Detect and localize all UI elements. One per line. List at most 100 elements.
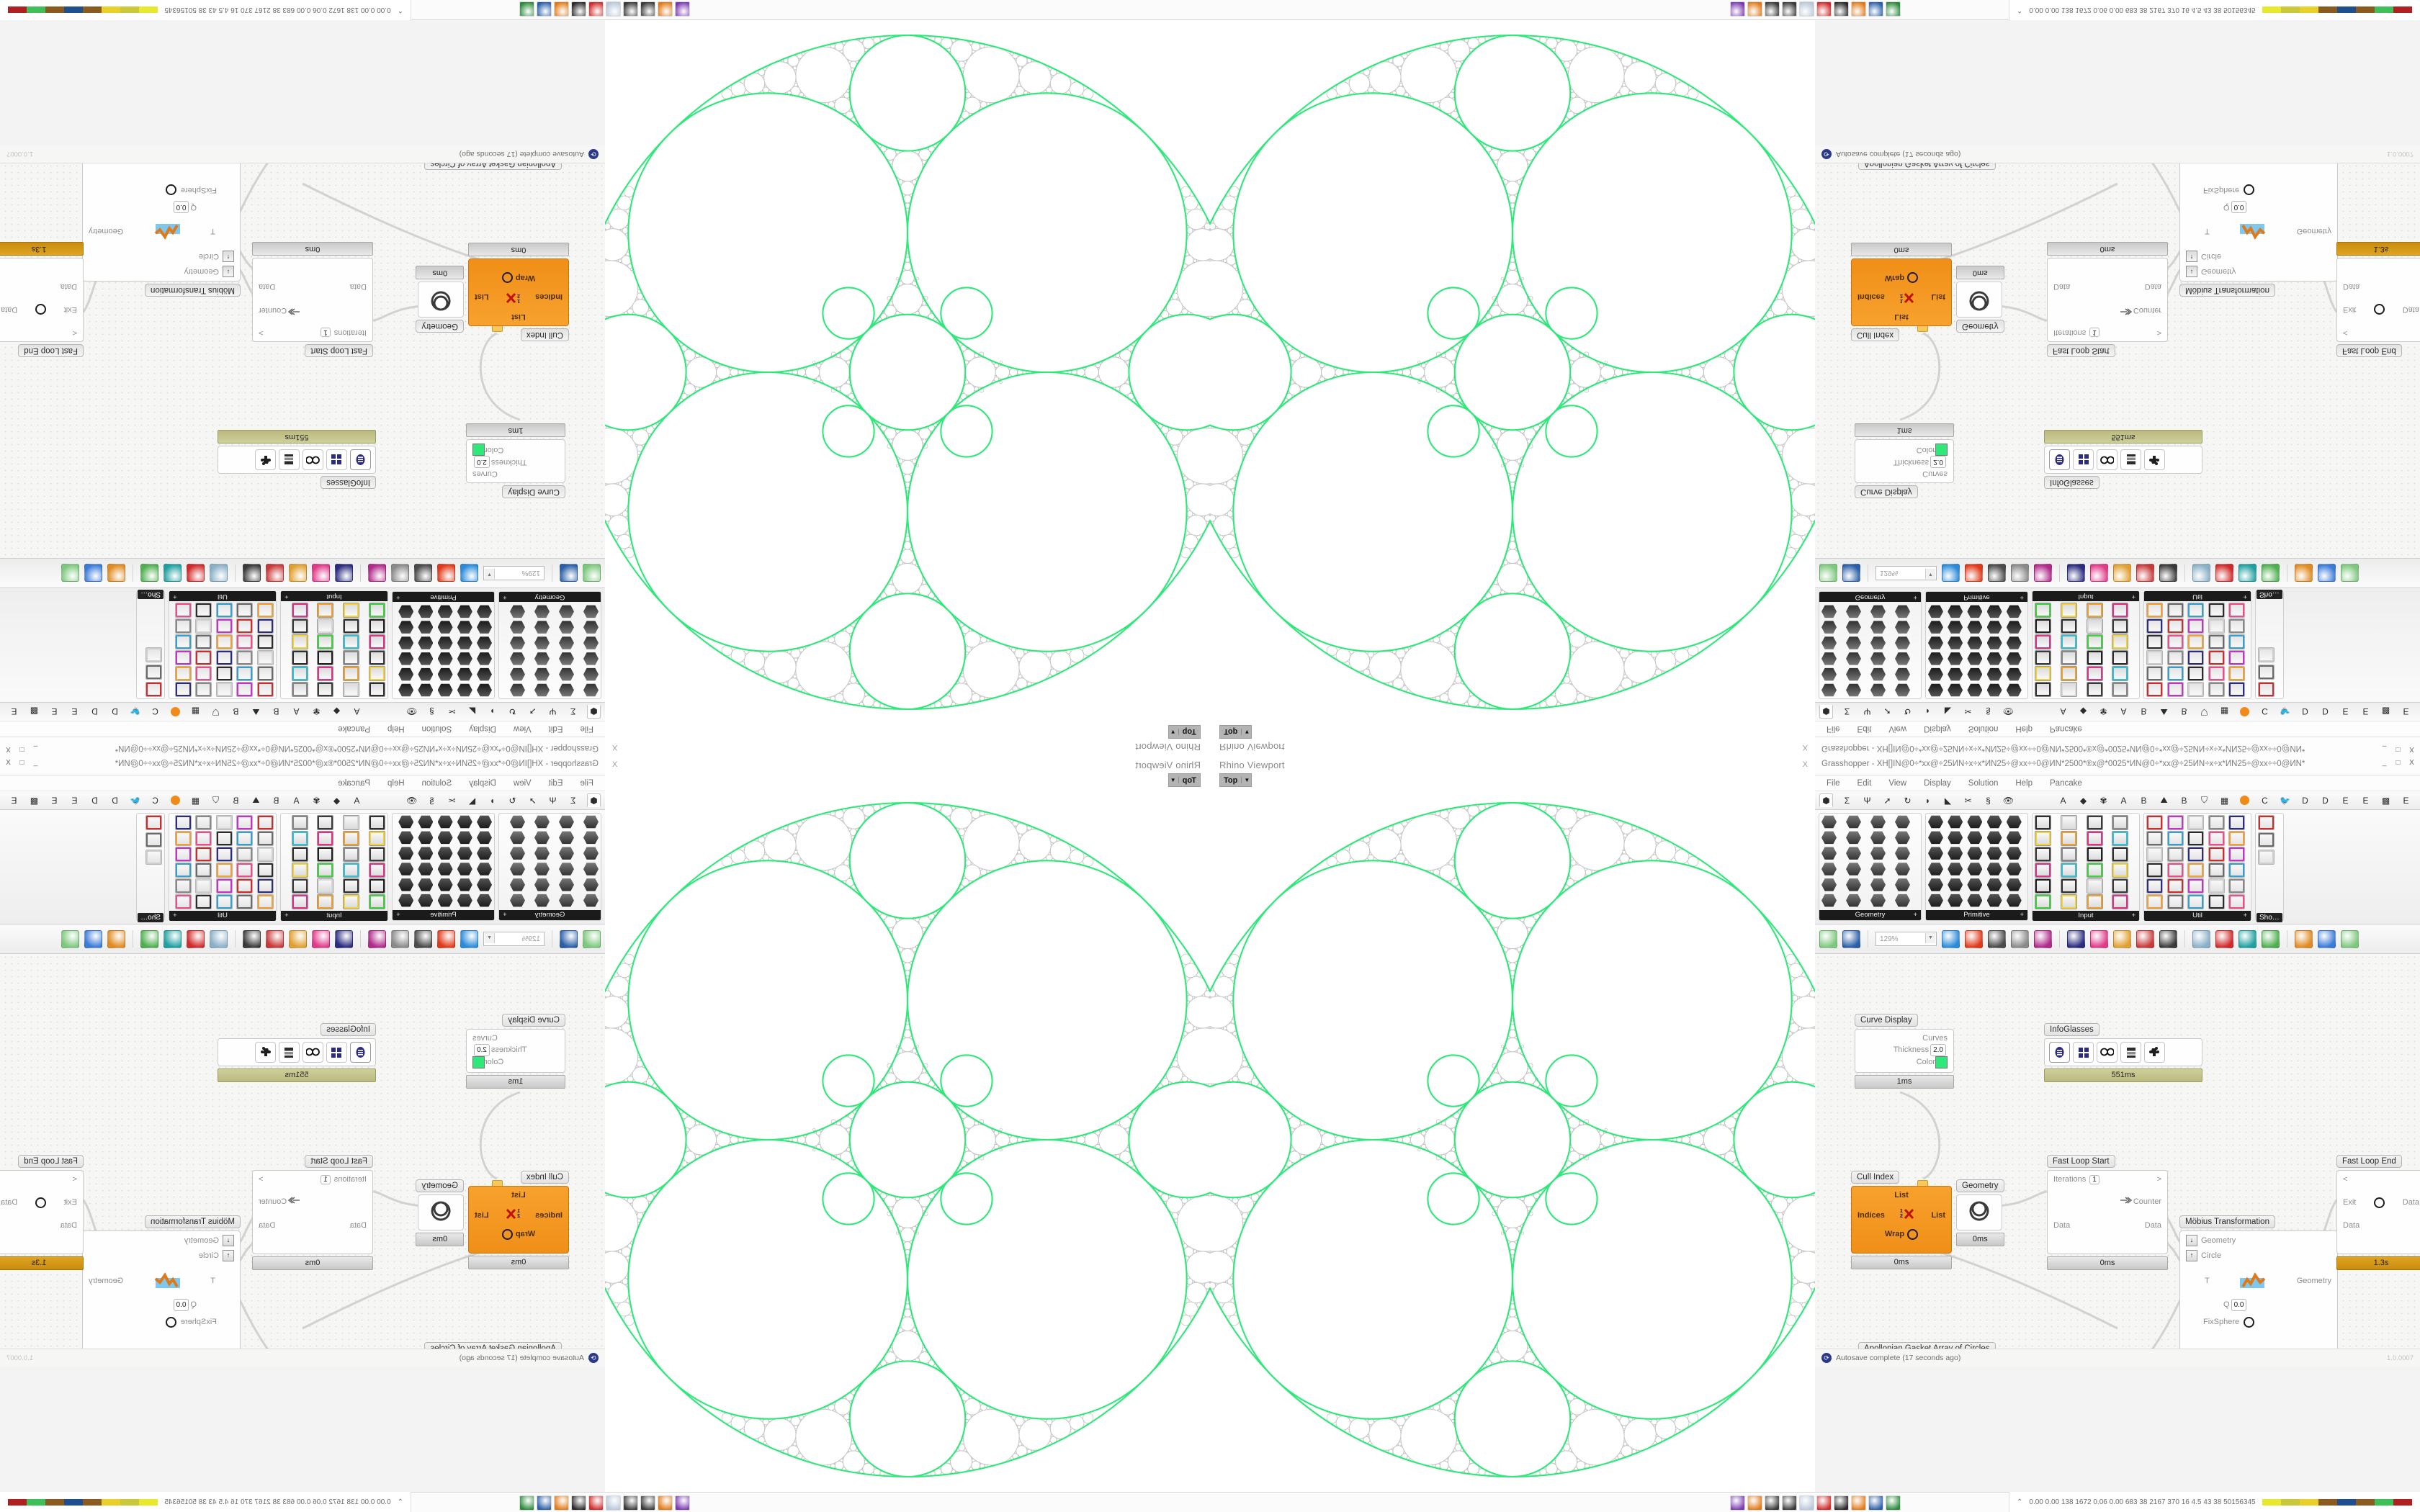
ribbon-tab-24[interactable]: E: [2342, 795, 2349, 806]
component-icon[interactable]: [343, 650, 360, 665]
component-icon[interactable]: [145, 682, 162, 697]
ribbon-tab-1[interactable]: Σ: [570, 795, 576, 806]
node-body[interactable]: Curves Thickness 2.0 Color: [466, 1029, 565, 1073]
component-icon[interactable]: [2112, 815, 2129, 830]
component-icon[interactable]: [438, 847, 453, 860]
component-icon[interactable]: [2086, 650, 2103, 665]
component-icon[interactable]: [534, 847, 550, 860]
node-geometry[interactable]: Geometry 0ms: [1956, 1179, 2004, 1246]
ribbon-tab-10[interactable]: A: [2060, 706, 2066, 717]
teal-blob-icon[interactable]: [2262, 564, 2280, 582]
grasshopper-canvas[interactable]: Curve Display Curves Thickness 2.0 Color…: [1815, 163, 2420, 558]
component-icon[interactable]: [1986, 863, 2002, 876]
ribbon-tab-26[interactable]: ▩: [30, 706, 39, 717]
component-icon[interactable]: [1870, 863, 1886, 876]
crossed-wires-icon[interactable]: [243, 564, 261, 582]
component-icon[interactable]: [2007, 667, 2022, 681]
component-icon[interactable]: [583, 863, 599, 876]
apollonian-gasket-canvas[interactable]: [605, 20, 1210, 724]
component-icon[interactable]: [1987, 683, 2002, 697]
component-icon[interactable]: [398, 652, 413, 665]
component-icon[interactable]: [1870, 605, 1886, 618]
save-app-icon[interactable]: [1868, 1, 1883, 17]
node-mobius-transformation[interactable]: Möbius Transformation ↓ Geometry ↑ Circl…: [2179, 163, 2338, 297]
menu-item-edit[interactable]: Edit: [548, 778, 563, 788]
color-swatch[interactable]: [1935, 444, 1948, 456]
menu-item-view[interactable]: View: [513, 724, 532, 734]
ribbon-tab-25[interactable]: E: [51, 795, 58, 806]
green-app-icon[interactable]: [519, 1495, 535, 1511]
explorer-icon[interactable]: [1764, 1495, 1780, 1511]
ribbon-tab-19[interactable]: [2238, 794, 2251, 806]
component-icon[interactable]: [2112, 618, 2129, 634]
component-icon[interactable]: [369, 666, 385, 681]
component-icon[interactable]: [2208, 894, 2225, 909]
zoom-level-input[interactable]: 129% ▼: [1876, 932, 1937, 946]
ribbon-tab-17[interactable]: ⛉: [212, 707, 220, 717]
stack-icon[interactable]: [2120, 1042, 2141, 1063]
close-icon[interactable]: X: [1802, 743, 1808, 752]
component-icon[interactable]: [418, 815, 433, 829]
notepad-icon[interactable]: [606, 1, 622, 17]
component-icon[interactable]: [2035, 634, 2051, 649]
orange-blob-icon[interactable]: [84, 564, 102, 582]
ribbon-tab-22[interactable]: D: [112, 795, 118, 806]
display-icon-grid[interactable]: [2256, 592, 2283, 698]
menu-item-help[interactable]: Help: [387, 778, 405, 788]
menu-item-solution[interactable]: Solution: [421, 778, 452, 788]
primitive-icon-grid[interactable]: [393, 814, 494, 910]
component-icon[interactable]: [257, 894, 274, 909]
notepad-icon[interactable]: [606, 1495, 622, 1511]
component-icon[interactable]: [1948, 894, 1963, 907]
grasshopper-canvas[interactable]: Curve Display Curves Thickness 2.0 Color…: [0, 163, 605, 558]
ribbon-tab-13[interactable]: A: [293, 706, 300, 717]
component-icon[interactable]: [1928, 621, 1943, 634]
component-icon[interactable]: [2228, 603, 2246, 618]
menu-item-view[interactable]: View: [1888, 724, 1907, 734]
component-icon[interactable]: [534, 894, 550, 907]
component-icon[interactable]: [2208, 847, 2225, 862]
puzzle-icon[interactable]: [255, 449, 276, 470]
component-icon[interactable]: [1967, 878, 1983, 891]
component-icon[interactable]: [438, 683, 453, 697]
minimize-icon[interactable]: _: [2382, 759, 2387, 767]
q-input[interactable]: 0.0: [173, 201, 189, 213]
component-icon[interactable]: [1846, 621, 1861, 634]
menu-item-pancake[interactable]: Pancake: [2050, 724, 2082, 734]
component-icon[interactable]: [291, 847, 308, 862]
red-app-icon[interactable]: [1816, 1495, 1832, 1511]
component-icon[interactable]: [2258, 664, 2275, 680]
component-icon[interactable]: [2060, 603, 2077, 618]
util-icon-grid[interactable]: [2144, 601, 2251, 698]
green-app-icon[interactable]: [1885, 1495, 1901, 1511]
component-icon[interactable]: [369, 682, 385, 697]
explorer-icon[interactable]: [1764, 1, 1780, 17]
node-fast-loop-start[interactable]: Fast Loop Start Iterations 1 > Counter: [2047, 1154, 2168, 1270]
firefox-icon[interactable]: [658, 1495, 673, 1511]
stack-icon[interactable]: [279, 449, 300, 470]
component-icon[interactable]: [317, 682, 334, 697]
component-icon[interactable]: [343, 815, 360, 830]
component-icon[interactable]: [583, 636, 599, 650]
component-icon[interactable]: [398, 605, 413, 618]
component-icon[interactable]: [583, 878, 599, 891]
component-icon[interactable]: [2146, 831, 2163, 846]
help-icon[interactable]: [2113, 564, 2131, 582]
ribbon-tab-20[interactable]: C: [152, 706, 158, 717]
thickness-input[interactable]: 2.0: [474, 1044, 490, 1056]
green-blob-icon[interactable]: [107, 930, 125, 948]
component-icon[interactable]: [1895, 652, 1910, 665]
component-icon[interactable]: [2166, 894, 2184, 909]
ribbon-tab-3[interactable]: ➚: [529, 795, 537, 806]
lens-icon[interactable]: [2215, 564, 2233, 582]
display-icon-grid[interactable]: [2256, 814, 2283, 920]
node-body[interactable]: < Exit Data Data: [2336, 1170, 2420, 1254]
menu-item-file[interactable]: File: [1827, 724, 1840, 734]
document-icon[interactable]: [335, 930, 353, 948]
component-icon[interactable]: [1967, 652, 1982, 665]
ribbon-tab-18[interactable]: ▦: [191, 706, 200, 717]
bake-icon[interactable]: [1965, 564, 1983, 582]
component-icon[interactable]: [2187, 618, 2205, 634]
component-icon[interactable]: [1870, 847, 1886, 860]
component-icon[interactable]: [1895, 847, 1910, 860]
